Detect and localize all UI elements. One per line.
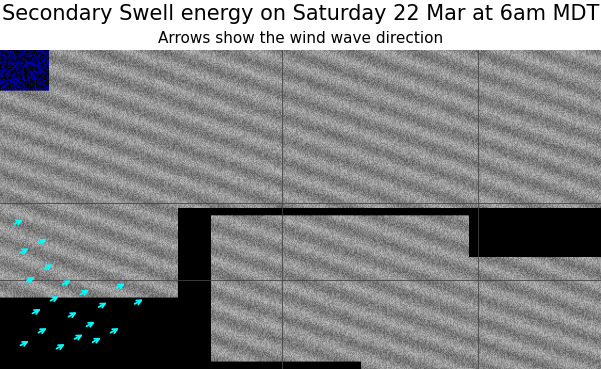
Text: Arrows show the wind wave direction: Arrows show the wind wave direction xyxy=(158,31,443,46)
Text: Secondary Swell energy on Saturday 22 Mar at 6am MDT: Secondary Swell energy on Saturday 22 Ma… xyxy=(2,4,599,24)
